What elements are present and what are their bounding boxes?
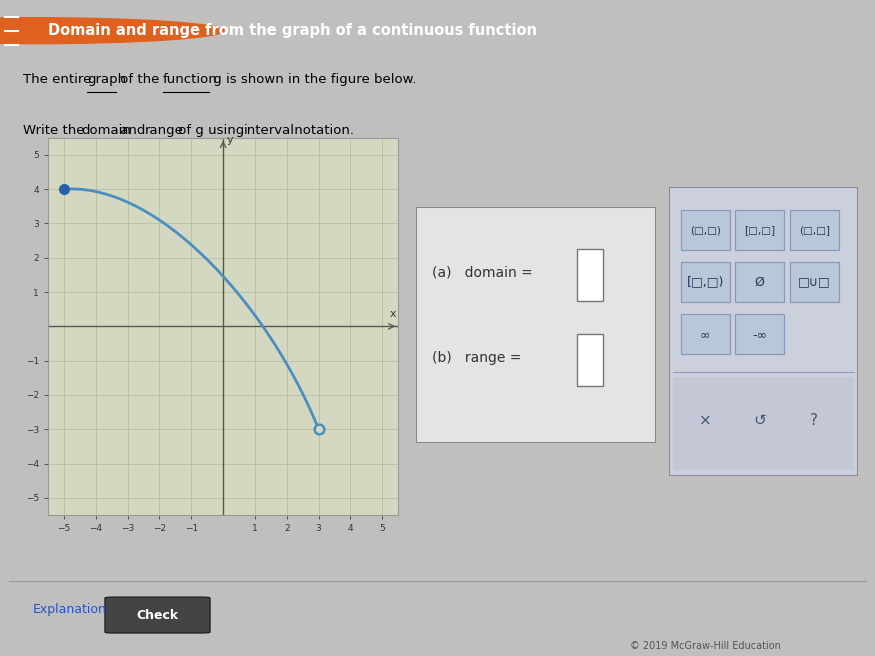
Text: graph: graph [88, 73, 126, 86]
Text: Ø: Ø [755, 276, 765, 289]
Text: ↺: ↺ [753, 413, 766, 428]
Bar [681, 314, 730, 354]
Bar [735, 314, 784, 354]
Text: [□,□]: [□,□] [744, 225, 775, 236]
Text: notation.: notation. [290, 124, 354, 137]
Text: © 2019 McGraw-Hill Education: © 2019 McGraw-Hill Education [630, 641, 780, 651]
Circle shape [0, 18, 224, 44]
Bar [577, 334, 604, 386]
Text: ∞: ∞ [700, 327, 710, 340]
Text: -∞: -∞ [752, 327, 767, 340]
Text: (□,□]: (□,□] [799, 225, 829, 236]
Text: y: y [227, 135, 234, 145]
Bar [577, 249, 604, 301]
Text: Explanation: Explanation [33, 603, 107, 615]
Text: function: function [163, 73, 217, 86]
FancyBboxPatch shape [105, 597, 210, 633]
Text: (□,□): (□,□) [690, 225, 720, 236]
Text: g is shown in the figure below.: g is shown in the figure below. [209, 73, 416, 86]
Text: interval: interval [244, 124, 295, 137]
Text: The entire: The entire [24, 73, 96, 86]
Bar [681, 262, 730, 302]
Bar [790, 262, 838, 302]
Text: Write the: Write the [24, 124, 89, 137]
Text: [□,□): [□,□) [686, 276, 724, 289]
Text: (a)   domain =: (a) domain = [432, 266, 537, 279]
Text: □∪□: □∪□ [798, 276, 830, 289]
Text: x: x [390, 309, 396, 319]
Text: (b)   range =: (b) range = [432, 351, 526, 365]
Text: Check: Check [136, 609, 178, 622]
Text: Domain and range from the graph of a continuous function: Domain and range from the graph of a con… [48, 23, 537, 38]
Bar [735, 262, 784, 302]
Text: of the: of the [116, 73, 164, 86]
Text: and: and [116, 124, 150, 137]
Text: ×: × [699, 413, 711, 428]
Text: range: range [145, 124, 184, 137]
Text: domain: domain [81, 124, 131, 137]
Bar [673, 377, 854, 470]
Bar [790, 210, 838, 251]
Text: of g using: of g using [174, 124, 248, 137]
Bar [681, 210, 730, 251]
Bar [735, 210, 784, 251]
Text: ?: ? [810, 413, 818, 428]
